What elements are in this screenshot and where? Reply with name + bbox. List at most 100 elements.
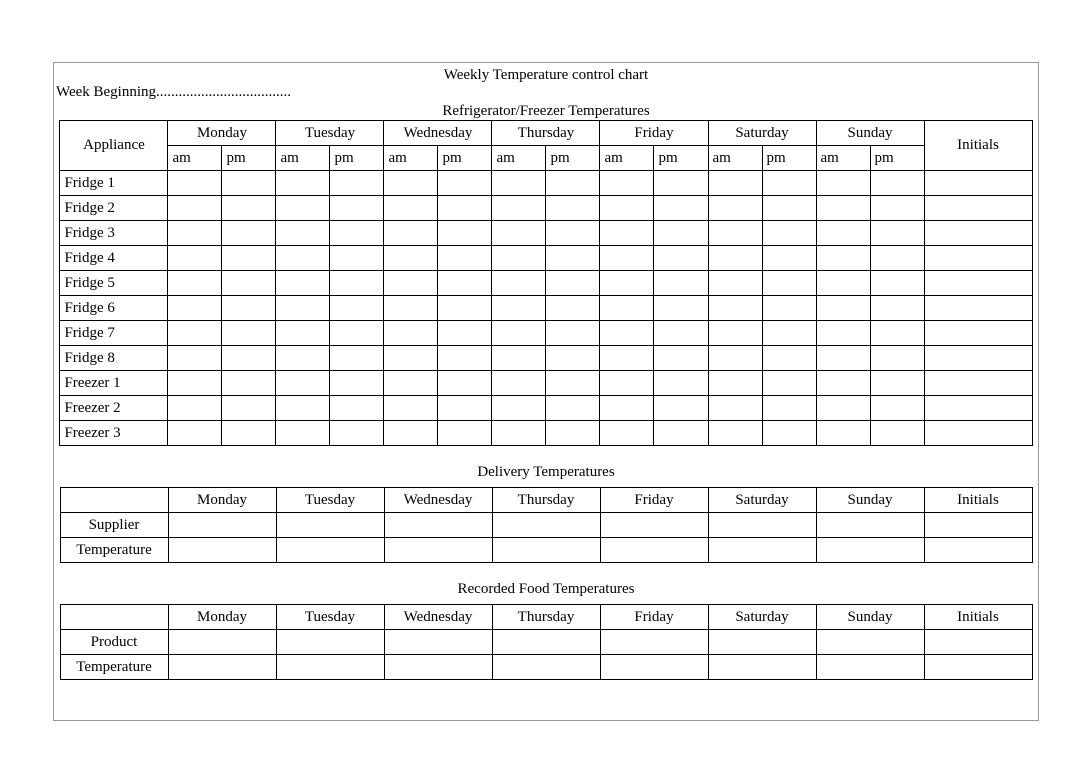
temperature-cell[interactable] bbox=[762, 421, 816, 446]
recorded-cell[interactable] bbox=[600, 655, 708, 680]
temperature-cell[interactable] bbox=[816, 271, 870, 296]
temperature-cell[interactable] bbox=[654, 396, 708, 421]
initials-cell[interactable] bbox=[924, 396, 1032, 421]
temperature-cell[interactable] bbox=[222, 421, 276, 446]
initials-cell[interactable] bbox=[924, 421, 1032, 446]
temperature-cell[interactable] bbox=[708, 346, 762, 371]
initials-cell[interactable] bbox=[924, 171, 1032, 196]
temperature-cell[interactable] bbox=[330, 321, 384, 346]
recorded-cell[interactable] bbox=[708, 655, 816, 680]
temperature-cell[interactable] bbox=[654, 196, 708, 221]
temperature-cell[interactable] bbox=[330, 371, 384, 396]
temperature-cell[interactable] bbox=[384, 271, 438, 296]
temperature-cell[interactable] bbox=[546, 271, 600, 296]
temperature-cell[interactable] bbox=[708, 421, 762, 446]
recorded-cell[interactable] bbox=[492, 630, 600, 655]
temperature-cell[interactable] bbox=[330, 346, 384, 371]
temperature-cell[interactable] bbox=[492, 271, 546, 296]
temperature-cell[interactable] bbox=[384, 296, 438, 321]
temperature-cell[interactable] bbox=[438, 421, 492, 446]
temperature-cell[interactable] bbox=[708, 246, 762, 271]
temperature-cell[interactable] bbox=[438, 396, 492, 421]
temperature-cell[interactable] bbox=[222, 371, 276, 396]
temperature-cell[interactable] bbox=[600, 221, 654, 246]
temperature-cell[interactable] bbox=[276, 371, 330, 396]
temperature-cell[interactable] bbox=[168, 421, 222, 446]
recorded-cell[interactable] bbox=[168, 630, 276, 655]
temperature-cell[interactable] bbox=[492, 246, 546, 271]
delivery-cell[interactable] bbox=[492, 513, 600, 538]
delivery-cell[interactable] bbox=[816, 538, 924, 563]
recorded-cell[interactable] bbox=[384, 655, 492, 680]
temperature-cell[interactable] bbox=[168, 196, 222, 221]
temperature-cell[interactable] bbox=[870, 246, 924, 271]
delivery-cell[interactable] bbox=[816, 513, 924, 538]
recorded-cell[interactable] bbox=[708, 630, 816, 655]
temperature-cell[interactable] bbox=[168, 371, 222, 396]
temperature-cell[interactable] bbox=[168, 296, 222, 321]
temperature-cell[interactable] bbox=[816, 371, 870, 396]
recorded-cell[interactable] bbox=[816, 655, 924, 680]
temperature-cell[interactable] bbox=[654, 296, 708, 321]
temperature-cell[interactable] bbox=[816, 346, 870, 371]
temperature-cell[interactable] bbox=[438, 246, 492, 271]
temperature-cell[interactable] bbox=[492, 421, 546, 446]
temperature-cell[interactable] bbox=[708, 221, 762, 246]
temperature-cell[interactable] bbox=[762, 271, 816, 296]
temperature-cell[interactable] bbox=[384, 396, 438, 421]
recorded-cell[interactable] bbox=[168, 655, 276, 680]
temperature-cell[interactable] bbox=[384, 221, 438, 246]
temperature-cell[interactable] bbox=[762, 221, 816, 246]
temperature-cell[interactable] bbox=[762, 296, 816, 321]
temperature-cell[interactable] bbox=[546, 396, 600, 421]
temperature-cell[interactable] bbox=[870, 346, 924, 371]
temperature-cell[interactable] bbox=[762, 371, 816, 396]
recorded-cell[interactable] bbox=[492, 655, 600, 680]
temperature-cell[interactable] bbox=[600, 396, 654, 421]
temperature-cell[interactable] bbox=[384, 346, 438, 371]
temperature-cell[interactable] bbox=[168, 396, 222, 421]
temperature-cell[interactable] bbox=[816, 171, 870, 196]
temperature-cell[interactable] bbox=[546, 246, 600, 271]
temperature-cell[interactable] bbox=[546, 371, 600, 396]
temperature-cell[interactable] bbox=[546, 421, 600, 446]
temperature-cell[interactable] bbox=[330, 296, 384, 321]
recorded-cell[interactable] bbox=[276, 630, 384, 655]
temperature-cell[interactable] bbox=[276, 196, 330, 221]
temperature-cell[interactable] bbox=[222, 321, 276, 346]
temperature-cell[interactable] bbox=[654, 271, 708, 296]
temperature-cell[interactable] bbox=[438, 171, 492, 196]
initials-cell[interactable] bbox=[924, 271, 1032, 296]
temperature-cell[interactable] bbox=[492, 296, 546, 321]
temperature-cell[interactable] bbox=[168, 271, 222, 296]
temperature-cell[interactable] bbox=[276, 296, 330, 321]
temperature-cell[interactable] bbox=[330, 196, 384, 221]
temperature-cell[interactable] bbox=[438, 321, 492, 346]
temperature-cell[interactable] bbox=[762, 171, 816, 196]
temperature-cell[interactable] bbox=[330, 171, 384, 196]
temperature-cell[interactable] bbox=[222, 396, 276, 421]
temperature-cell[interactable] bbox=[762, 396, 816, 421]
temperature-cell[interactable] bbox=[330, 421, 384, 446]
temperature-cell[interactable] bbox=[600, 346, 654, 371]
temperature-cell[interactable] bbox=[816, 321, 870, 346]
initials-cell[interactable] bbox=[924, 346, 1032, 371]
temperature-cell[interactable] bbox=[816, 421, 870, 446]
recorded-cell[interactable] bbox=[276, 655, 384, 680]
temperature-cell[interactable] bbox=[276, 246, 330, 271]
temperature-cell[interactable] bbox=[870, 421, 924, 446]
temperature-cell[interactable] bbox=[654, 246, 708, 271]
temperature-cell[interactable] bbox=[492, 321, 546, 346]
temperature-cell[interactable] bbox=[654, 171, 708, 196]
temperature-cell[interactable] bbox=[168, 321, 222, 346]
temperature-cell[interactable] bbox=[870, 171, 924, 196]
temperature-cell[interactable] bbox=[762, 346, 816, 371]
delivery-cell[interactable] bbox=[276, 513, 384, 538]
temperature-cell[interactable] bbox=[708, 271, 762, 296]
temperature-cell[interactable] bbox=[168, 171, 222, 196]
temperature-cell[interactable] bbox=[492, 196, 546, 221]
temperature-cell[interactable] bbox=[708, 171, 762, 196]
temperature-cell[interactable] bbox=[654, 346, 708, 371]
temperature-cell[interactable] bbox=[438, 271, 492, 296]
initials-cell[interactable] bbox=[924, 321, 1032, 346]
